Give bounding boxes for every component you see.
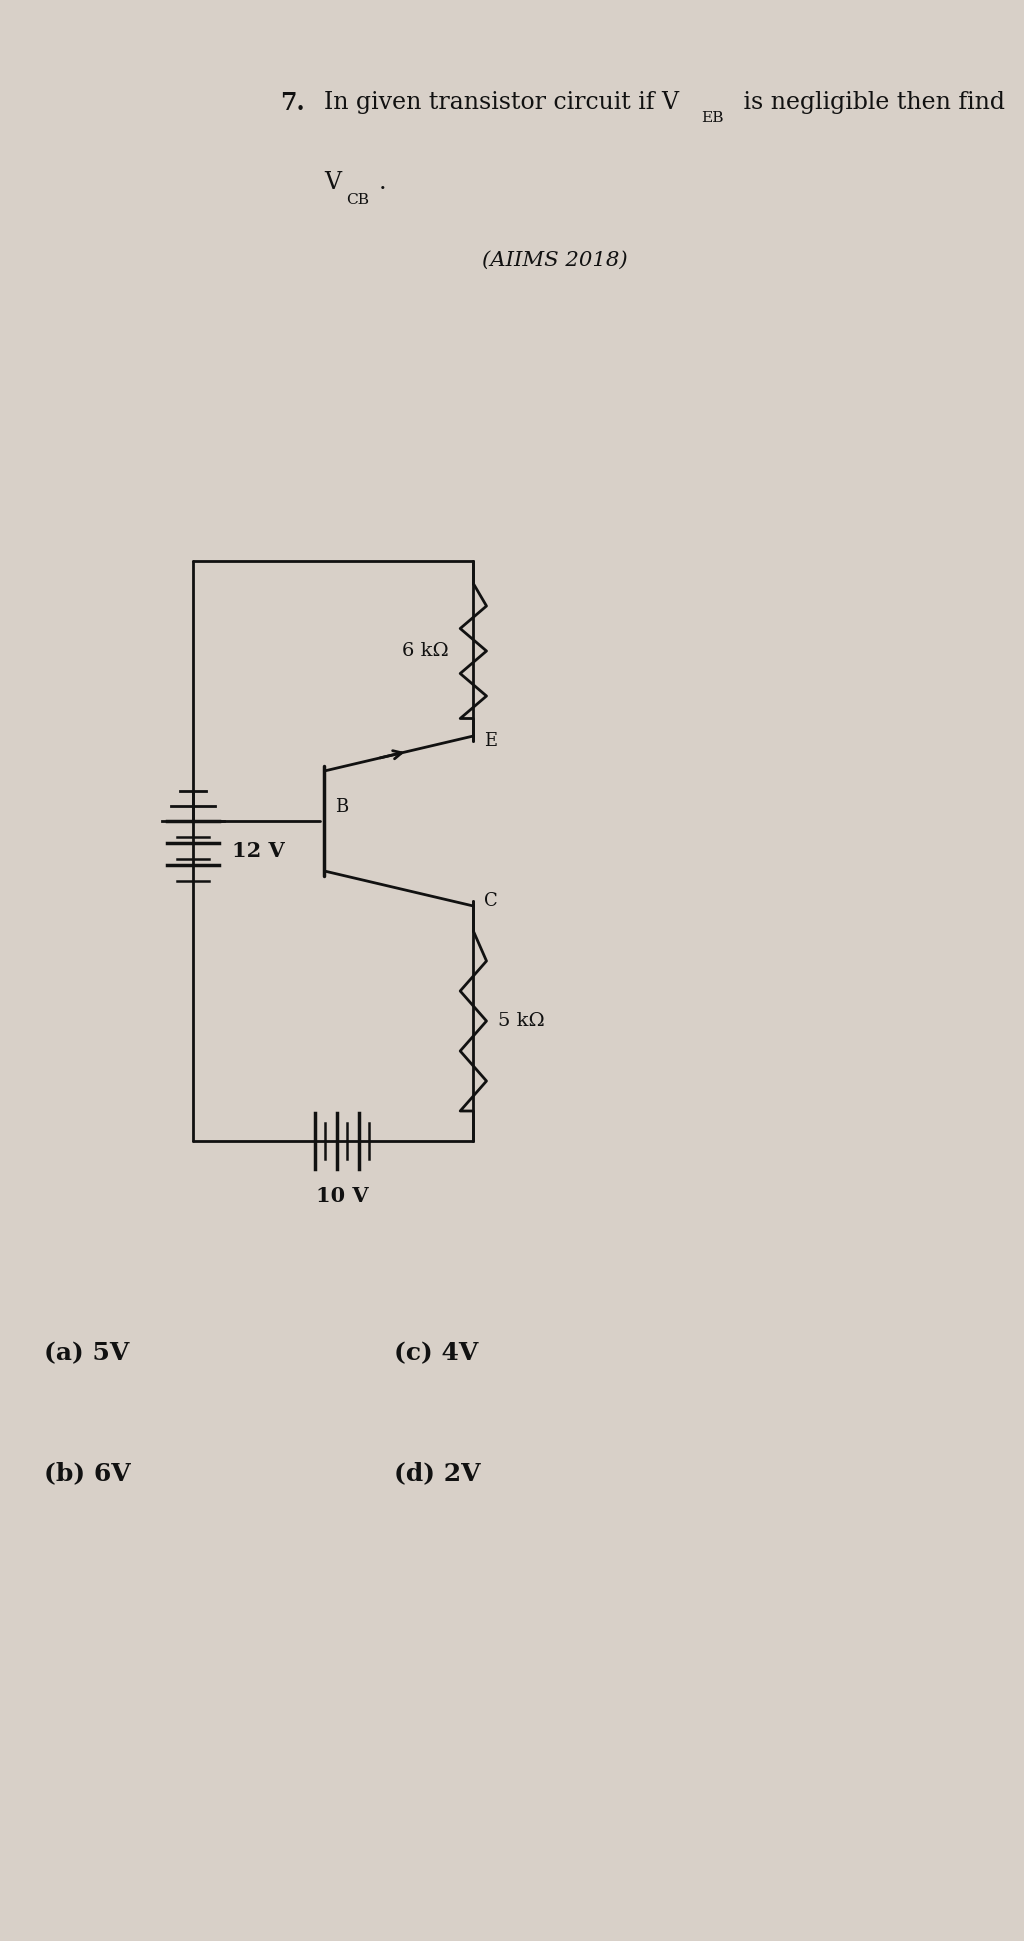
Text: B: B <box>335 798 348 815</box>
Text: CB: CB <box>346 192 370 208</box>
Text: (b) 6V: (b) 6V <box>44 1462 130 1485</box>
Text: 6 kΩ: 6 kΩ <box>402 642 449 660</box>
Text: 10 V: 10 V <box>315 1186 369 1205</box>
Text: C: C <box>484 893 498 910</box>
Text: 7.: 7. <box>281 91 305 115</box>
Text: 12 V: 12 V <box>232 840 285 862</box>
Text: V: V <box>325 171 341 194</box>
Text: (c) 4V: (c) 4V <box>394 1341 478 1365</box>
Text: (a) 5V: (a) 5V <box>44 1341 129 1365</box>
Text: (d) 2V: (d) 2V <box>394 1462 481 1485</box>
Text: 5 kΩ: 5 kΩ <box>498 1011 545 1031</box>
Text: .: . <box>379 171 386 194</box>
Text: E: E <box>484 732 497 749</box>
Text: In given transistor circuit if V: In given transistor circuit if V <box>325 91 679 115</box>
Text: is negligible then find: is negligible then find <box>736 91 1006 115</box>
Text: (AIIMS 2018): (AIIMS 2018) <box>482 250 628 270</box>
Text: EB: EB <box>701 111 724 124</box>
